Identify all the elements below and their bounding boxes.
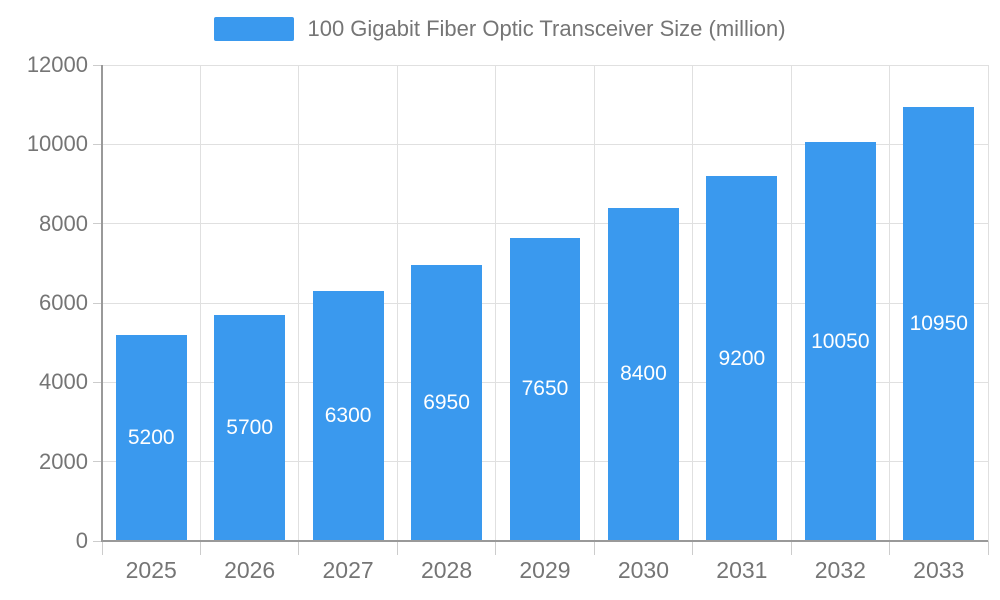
legend-label: 100 Gigabit Fiber Optic Transceiver Size…: [307, 16, 786, 41]
x-axis-label: 2027: [322, 557, 374, 583]
gridline-v: [396, 65, 398, 541]
x-axis-label: 2026: [224, 557, 276, 583]
x-tick: [396, 541, 398, 555]
x-tick: [495, 541, 497, 555]
gridline-h: [102, 143, 988, 145]
y-tick: [93, 461, 102, 463]
y-tick: [93, 64, 102, 66]
gridline-v: [790, 65, 792, 541]
x-tick: [101, 541, 103, 555]
y-axis-label: 10000: [26, 131, 88, 157]
legend-swatch-icon: [214, 17, 295, 41]
bar-value-label: 5700: [226, 415, 274, 439]
y-axis-line: [101, 65, 103, 541]
gridline-h: [102, 64, 988, 66]
y-tick: [93, 302, 102, 304]
x-axis-line: [101, 540, 988, 542]
gridline-v: [593, 65, 595, 541]
x-tick: [987, 541, 989, 555]
x-tick: [790, 541, 792, 555]
bar-value-label: 10050: [811, 329, 870, 353]
bar-value-label: 7650: [521, 377, 569, 401]
x-tick: [692, 541, 694, 555]
bar[interactable]: 7650: [509, 237, 581, 541]
y-tick: [93, 143, 102, 145]
bar[interactable]: 5200: [115, 334, 187, 541]
y-tick: [93, 381, 102, 383]
gridline-v: [987, 65, 989, 541]
x-tick: [593, 541, 595, 555]
bar[interactable]: 10950: [903, 106, 975, 541]
x-tick: [298, 541, 300, 555]
gridline-v: [495, 65, 497, 541]
gridline-v: [692, 65, 694, 541]
gridline-h: [102, 223, 988, 225]
bar-value-label: 5200: [127, 425, 175, 449]
y-axis-label: 6000: [39, 290, 88, 315]
bar-value-label: 6950: [423, 391, 470, 415]
bar-value-label: 9200: [718, 346, 766, 370]
x-axis-label: 2033: [913, 557, 965, 583]
x-axis-label: 2030: [617, 557, 670, 583]
y-axis-label: 8000: [39, 210, 88, 236]
y-axis-label: 0: [75, 528, 88, 553]
x-axis-label: 2029: [519, 557, 571, 583]
bar-value-label: 8400: [620, 362, 667, 386]
y-axis-label: 2000: [39, 448, 88, 474]
y-axis-label: 12000: [26, 52, 88, 77]
legend-item[interactable]: 100 Gigabit Fiber Optic Transceiver Size…: [214, 16, 786, 42]
bar-value-label: 6300: [324, 404, 372, 428]
bar[interactable]: 8400: [608, 207, 679, 541]
bar[interactable]: 10050: [804, 142, 876, 541]
bar[interactable]: 5700: [214, 314, 286, 541]
y-tick: [93, 540, 102, 542]
x-axis-label: 2028: [420, 557, 473, 583]
legend: 100 Gigabit Fiber Optic Transceiver Size…: [0, 16, 1000, 42]
bar[interactable]: 9200: [706, 176, 778, 541]
gridline-v: [199, 65, 201, 541]
bar[interactable]: 6950: [411, 265, 482, 541]
x-axis-label: 2025: [125, 557, 177, 583]
bar[interactable]: 6300: [312, 291, 384, 541]
x-tick: [889, 541, 891, 555]
x-axis-label: 2031: [716, 557, 768, 583]
y-tick: [93, 223, 102, 225]
gridline-v: [889, 65, 891, 541]
gridline-v: [298, 65, 300, 541]
plot-area: 0 2000 4000 6000 8000 10000 12000 2025 5200 2026 5…: [27, 52, 989, 583]
x-axis-label: 2032: [814, 557, 866, 583]
bar-value-label: 10950: [909, 311, 968, 335]
y-axis-label: 4000: [39, 369, 88, 395]
x-tick: [199, 541, 201, 555]
